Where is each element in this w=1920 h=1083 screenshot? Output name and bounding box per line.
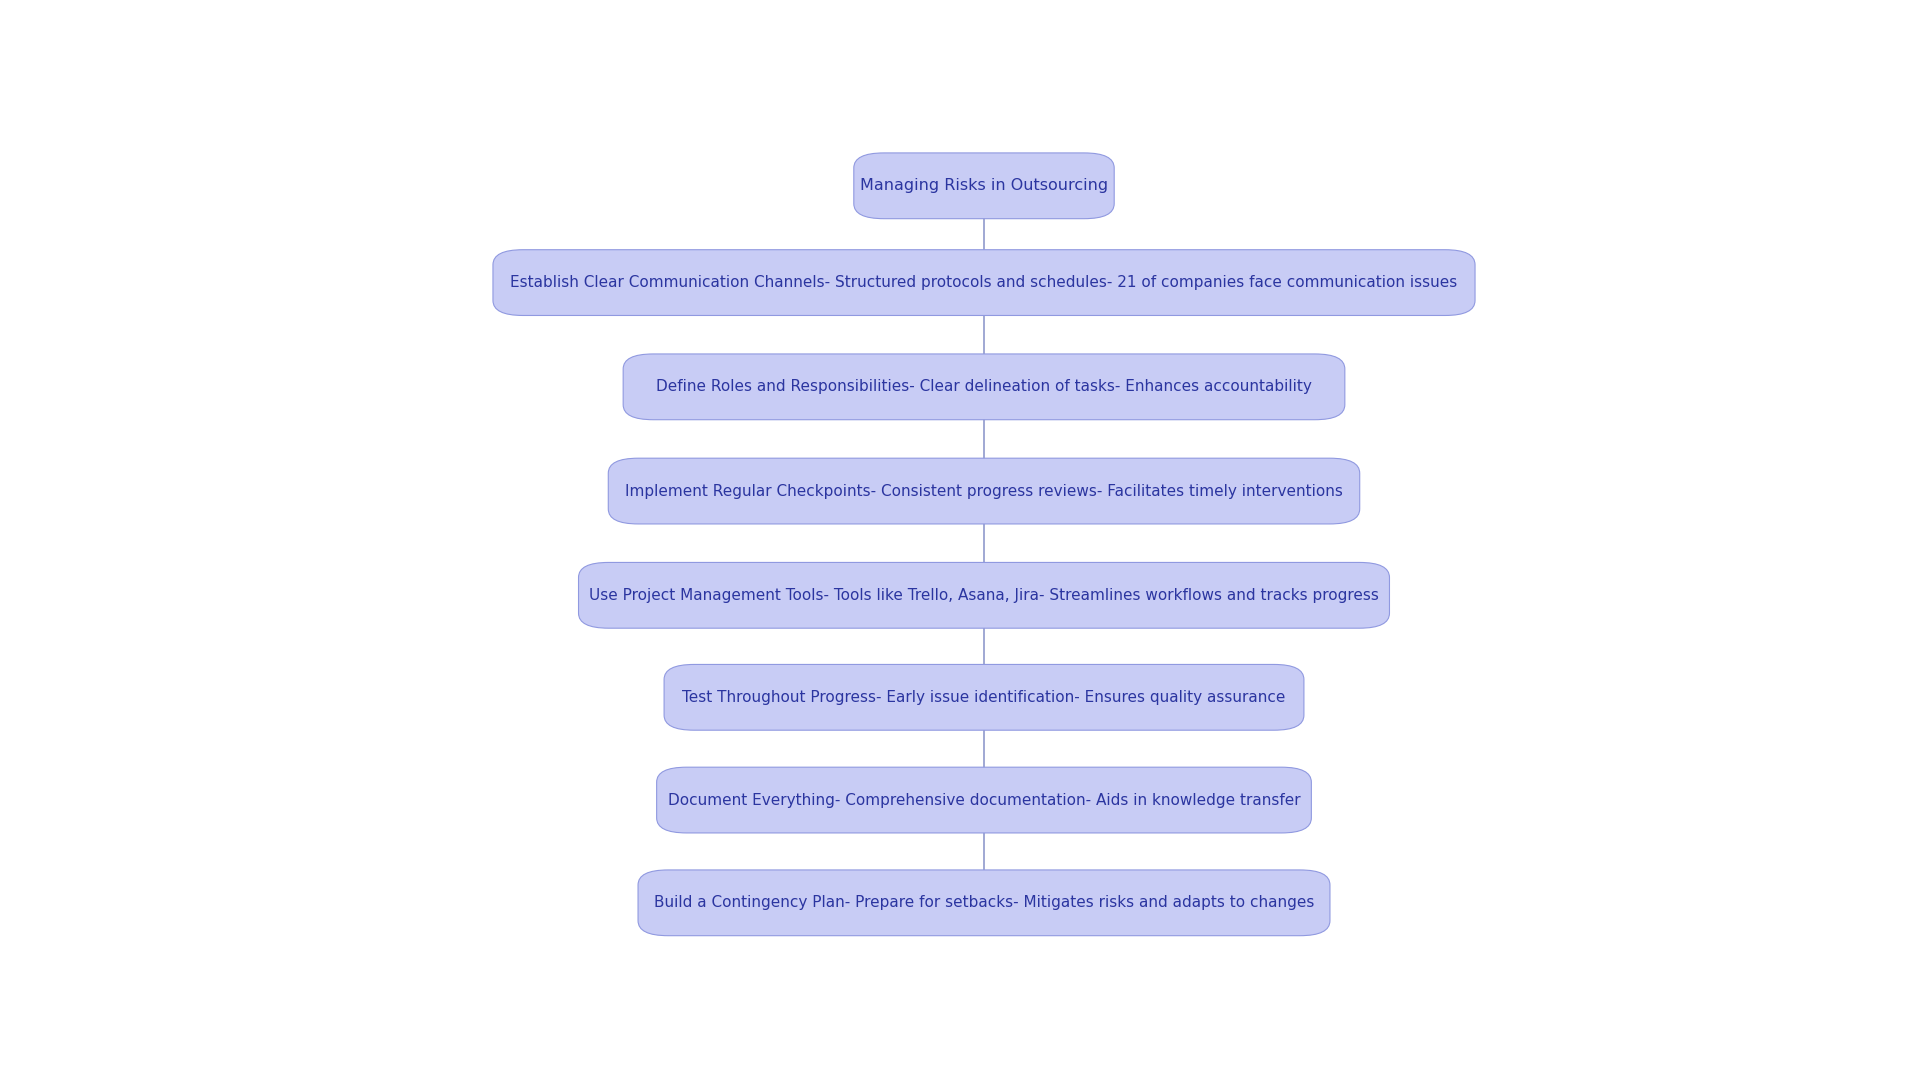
Text: Implement Regular Checkpoints- Consistent progress reviews- Facilitates timely i: Implement Regular Checkpoints- Consisten… bbox=[626, 484, 1342, 498]
Text: Managing Risks in Outsourcing: Managing Risks in Outsourcing bbox=[860, 179, 1108, 193]
FancyBboxPatch shape bbox=[637, 870, 1331, 936]
FancyBboxPatch shape bbox=[578, 562, 1390, 628]
Text: Test Throughout Progress- Early issue identification- Ensures quality assurance: Test Throughout Progress- Early issue id… bbox=[682, 690, 1286, 705]
FancyBboxPatch shape bbox=[624, 354, 1344, 420]
FancyBboxPatch shape bbox=[657, 767, 1311, 833]
Text: Build a Contingency Plan- Prepare for setbacks- Mitigates risks and adapts to ch: Build a Contingency Plan- Prepare for se… bbox=[655, 896, 1313, 911]
FancyBboxPatch shape bbox=[609, 458, 1359, 524]
FancyBboxPatch shape bbox=[493, 250, 1475, 315]
Text: Define Roles and Responsibilities- Clear delineation of tasks- Enhances accounta: Define Roles and Responsibilities- Clear… bbox=[657, 379, 1311, 394]
Text: Use Project Management Tools- Tools like Trello, Asana, Jira- Streamlines workfl: Use Project Management Tools- Tools like… bbox=[589, 588, 1379, 603]
FancyBboxPatch shape bbox=[854, 153, 1114, 219]
Text: Document Everything- Comprehensive documentation- Aids in knowledge transfer: Document Everything- Comprehensive docum… bbox=[668, 793, 1300, 808]
FancyBboxPatch shape bbox=[664, 665, 1304, 730]
Text: Establish Clear Communication Channels- Structured protocols and schedules- 21 o: Establish Clear Communication Channels- … bbox=[511, 275, 1457, 290]
